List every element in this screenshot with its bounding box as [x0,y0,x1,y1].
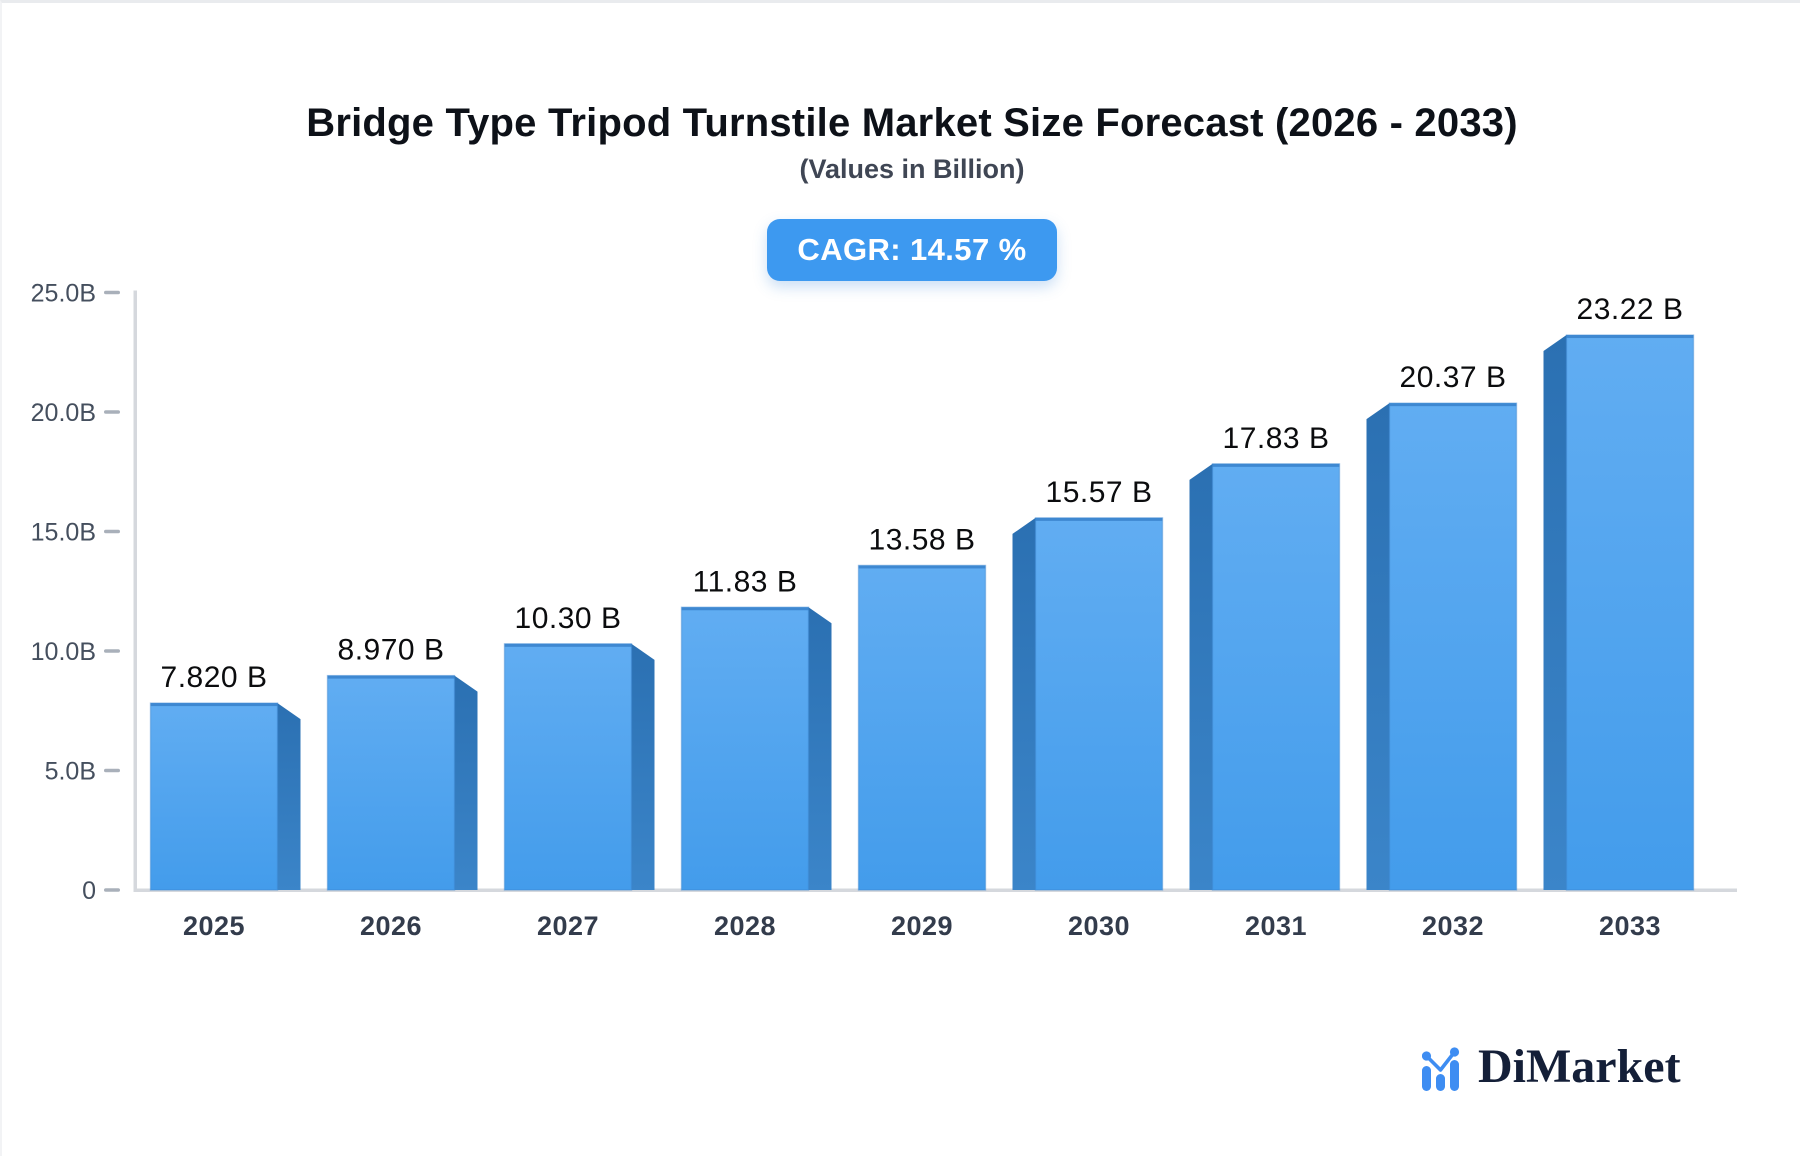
bar-top-edge [1389,403,1517,407]
chart-title: Bridge Type Tripod Turnstile Market Size… [306,101,1518,145]
bar-chart-logo-icon [1422,1047,1460,1091]
brand-logo: DiMarket [1422,1043,1681,1091]
bar-side [1189,463,1213,890]
bar-front [1565,334,1695,891]
bar-side [808,607,832,890]
y-tick-dash [104,888,120,892]
bar-value-label: 15.57 B [1046,476,1153,509]
bar-group-2032: 20.37 B 2032 [1366,361,1518,941]
bar-top-edge [504,643,632,647]
y-tick-label: 5.0B [45,758,96,786]
bar-front [503,643,633,891]
bar-group-2029: 13.58 B 2029 [857,523,987,941]
bar-front [1211,463,1341,891]
x-axis-label: 2032 [1422,911,1484,941]
bar-front [149,702,279,891]
x-axis-label: 2031 [1245,911,1307,941]
bar-group-2027: 10.30 B 2027 [503,602,655,941]
bar-value-label: 8.970 B [338,634,445,667]
bar-front [326,674,456,891]
x-axis-label: 2028 [714,911,776,941]
chart-subtitle: (Values in Billion) [799,153,1025,184]
y-axis-line [133,290,137,890]
bar-side [454,675,478,890]
y-tick-label: 15.0B [31,519,96,547]
x-axis-label: 2025 [183,911,245,941]
bar-group-2028: 11.83 B 2028 [680,565,832,941]
bar-front [1388,402,1518,891]
y-tick-label: 25.0B [31,280,96,308]
y-tick-label: 10.0B [31,638,96,666]
x-axis-label: 2030 [1068,911,1130,941]
bar-value-label: 10.30 B [515,602,622,635]
bar-front [857,564,987,891]
bar-top-edge [150,703,278,707]
bar-value-label: 11.83 B [693,565,798,598]
x-axis-label: 2027 [537,911,599,941]
bar-top-edge [858,565,986,569]
bar-chart: 0 5.0B 10.0B 15.0B 20.0B 25.0B 7.820 B 2025 8.97… [31,280,1737,941]
bar-value-label: 23.22 B [1577,293,1684,326]
bar-value-label: 13.58 B [869,523,976,556]
bar-top-edge [1212,463,1340,467]
bar-group-2033: 23.22 B 2033 [1543,293,1695,941]
brand-name: DiMarket [1478,1040,1681,1093]
y-tick-dash [104,768,120,773]
cagr-badge: CAGR: 14.57 % [767,218,1057,281]
bar-top-edge [327,675,455,679]
bar-side [277,703,301,890]
x-axis-label: 2026 [360,911,422,941]
bar-group-2026: 8.970 B 2026 [326,634,478,941]
bar-front [680,606,810,891]
bar-top-edge [681,607,809,611]
bar-group-2031: 17.83 B 2031 [1189,422,1341,941]
y-tick-dash [104,529,120,534]
x-axis-label: 2029 [891,911,953,941]
bar-value-label: 7.820 B [161,661,268,694]
bar-side [1366,403,1390,890]
x-axis-line [133,888,1737,892]
y-tick-dash [104,410,120,414]
bar-side [1543,335,1567,890]
x-axis-label: 2033 [1599,911,1661,941]
bar-top-edge [1035,517,1163,521]
bar-front [1034,517,1164,891]
chart-header: Bridge Type Tripod Turnstile Market Size… [12,101,1800,281]
bar-value-label: 20.37 B [1400,361,1507,394]
y-tick-label: 20.0B [31,399,96,427]
bar-group-2025: 7.820 B 2025 [149,661,301,941]
y-tick-label: 0 [82,877,96,905]
bar-side [1012,517,1036,890]
bar-group-2030: 15.57 B 2030 [1012,476,1164,941]
y-tick-dash [104,290,120,295]
bar-top-edge [1566,335,1694,339]
y-tick-dash [104,649,120,653]
bar-value-label: 17.83 B [1223,422,1330,455]
bar-side [631,643,655,890]
